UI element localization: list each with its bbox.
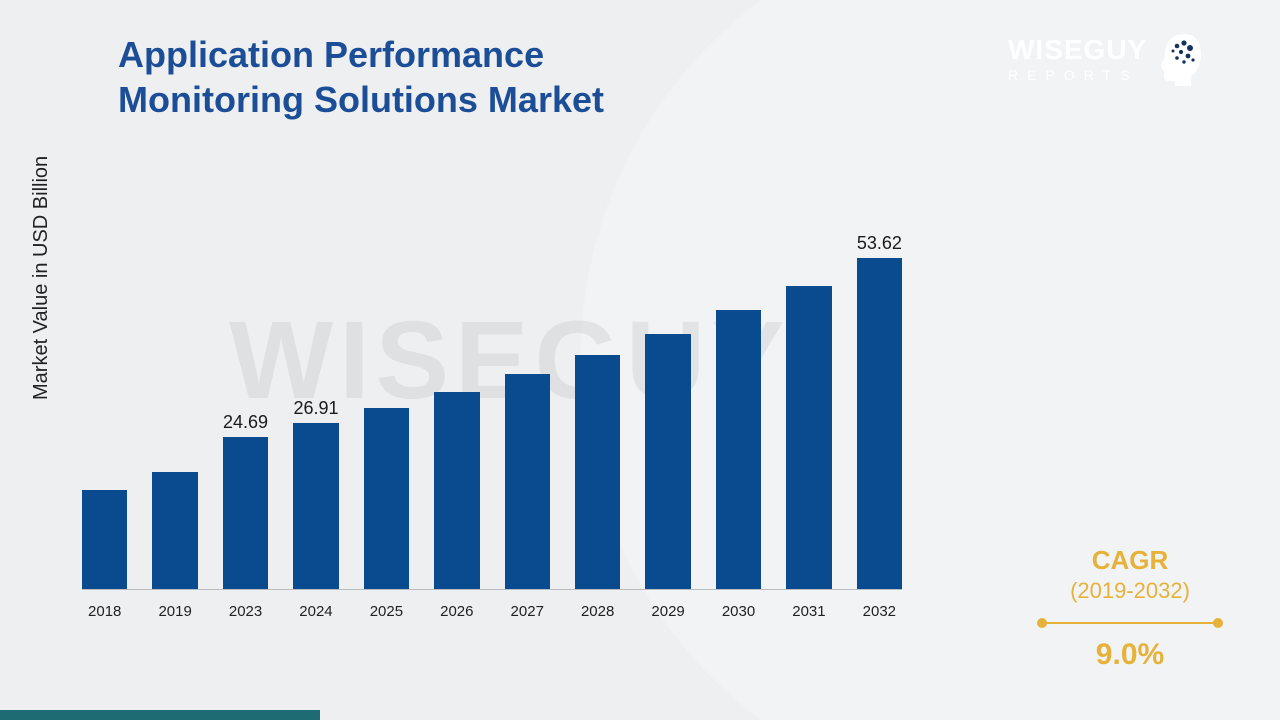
bar-2032: 53.62 [857, 258, 902, 589]
bar-2025 [364, 408, 409, 589]
brand-logo: WISEGUY REPORTS [1008, 32, 1238, 86]
cagr-separator [1040, 622, 1220, 624]
x-tick: 2028 [575, 603, 620, 620]
bar-2018 [82, 490, 127, 589]
x-tick: 2025 [364, 603, 409, 620]
bars-container: 24.69 26.91 53.62 [82, 258, 902, 589]
cagr-block: CAGR (2019-2032) 9.0% [1040, 545, 1220, 672]
bar-value-label: 24.69 [223, 412, 268, 433]
x-tick: 2029 [645, 603, 690, 620]
bar [786, 286, 831, 589]
bar [645, 334, 690, 589]
cagr-value: 9.0% [1040, 638, 1220, 672]
bar [293, 423, 338, 589]
x-tick: 2024 [293, 603, 338, 620]
bar-2029 [645, 334, 690, 589]
cagr-range: (2019-2032) [1040, 578, 1220, 604]
y-axis-label: Market Value in USD Billion [30, 156, 53, 400]
chart-title: Application Performance Monitoring Solut… [118, 32, 678, 122]
x-ticks: 2018 2019 2023 2024 2025 2026 2027 2028 2029 2030… [82, 603, 902, 620]
x-axis-line [82, 589, 902, 590]
bar [505, 374, 550, 589]
bar-2027 [505, 374, 550, 589]
bar-2026 [434, 392, 479, 589]
bar [716, 310, 761, 589]
x-tick: 2027 [505, 603, 550, 620]
bar [223, 437, 268, 589]
brand-logo-text: WISEGUY REPORTS [1008, 36, 1147, 82]
bar-chart: 24.69 26.91 53.62 2018 2019 2023 2024 2025 2026… [82, 190, 902, 620]
cagr-label: CAGR [1040, 545, 1220, 576]
bar-2031 [786, 286, 831, 589]
x-tick: 2019 [152, 603, 197, 620]
bar [857, 258, 902, 589]
x-tick: 2031 [786, 603, 831, 620]
bar-value-label: 26.91 [293, 398, 338, 419]
bar [575, 355, 620, 589]
x-tick: 2032 [857, 603, 902, 620]
bottom-accent-strip [0, 710, 320, 720]
bar [434, 392, 479, 589]
bar-value-label: 53.62 [857, 233, 902, 254]
brand-line-2: REPORTS [1008, 68, 1147, 82]
infographic-stage: WISEGUY Application Performance Monitori… [0, 0, 1280, 720]
bar [152, 472, 197, 589]
bar-2024: 26.91 [293, 423, 338, 589]
brand-line-1: WISEGUY [1008, 36, 1147, 64]
x-tick: 2018 [82, 603, 127, 620]
bar [82, 490, 127, 589]
bar-2028 [575, 355, 620, 589]
x-tick: 2026 [434, 603, 479, 620]
bar-2019 [152, 472, 197, 589]
bar [364, 408, 409, 589]
x-tick: 2030 [716, 603, 761, 620]
brand-head-icon [1157, 32, 1203, 86]
x-tick: 2023 [223, 603, 268, 620]
bar-2030 [716, 310, 761, 589]
bar-2023: 24.69 [223, 437, 268, 589]
